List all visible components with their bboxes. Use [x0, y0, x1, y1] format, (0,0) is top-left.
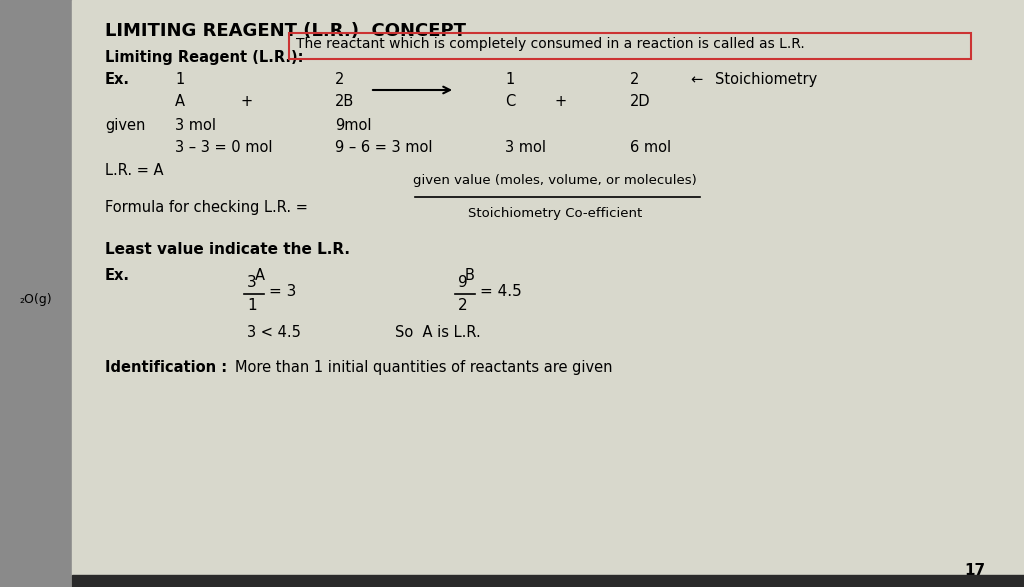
- Text: 9 – 6 = 3 mol: 9 – 6 = 3 mol: [335, 140, 432, 155]
- Text: So  A is L.R.: So A is L.R.: [395, 325, 480, 340]
- Text: +: +: [555, 94, 567, 109]
- Text: 9mol: 9mol: [335, 118, 372, 133]
- Text: 1: 1: [247, 298, 257, 313]
- Text: 9: 9: [458, 275, 468, 290]
- Text: 1: 1: [175, 72, 184, 87]
- Text: 3 – 3 = 0 mol: 3 – 3 = 0 mol: [175, 140, 272, 155]
- Text: Stoichiometry Co-efficient: Stoichiometry Co-efficient: [468, 207, 642, 220]
- Text: ←: ←: [690, 72, 702, 87]
- Text: 3 mol: 3 mol: [505, 140, 546, 155]
- Text: More than 1 initial quantities of reactants are given: More than 1 initial quantities of reacta…: [234, 360, 612, 375]
- Text: = 3: = 3: [269, 285, 296, 299]
- Text: Ex.: Ex.: [105, 268, 130, 283]
- Text: given: given: [105, 118, 145, 133]
- Text: +: +: [240, 94, 252, 109]
- Text: A: A: [255, 268, 265, 283]
- Text: Identification :: Identification :: [105, 360, 227, 375]
- Text: Stoichiometry: Stoichiometry: [715, 72, 817, 87]
- Text: Least value indicate the L.R.: Least value indicate the L.R.: [105, 242, 350, 257]
- Text: 3 < 4.5: 3 < 4.5: [247, 325, 301, 340]
- Text: 2: 2: [630, 72, 639, 87]
- Text: ₂O(g): ₂O(g): [19, 294, 52, 306]
- Text: 3 mol: 3 mol: [175, 118, 216, 133]
- Text: 3: 3: [247, 275, 257, 290]
- Text: A: A: [175, 94, 185, 109]
- Text: L.R. = A: L.R. = A: [105, 163, 164, 178]
- Text: 2D: 2D: [630, 94, 650, 109]
- Text: = 4.5: = 4.5: [480, 285, 522, 299]
- Text: Formula for checking L.R. =: Formula for checking L.R. =: [105, 200, 308, 215]
- Text: 6 mol: 6 mol: [630, 140, 671, 155]
- Text: 2B: 2B: [335, 94, 354, 109]
- Text: Ex.: Ex.: [105, 72, 130, 87]
- Bar: [72, 575, 1024, 587]
- Text: 2: 2: [335, 72, 344, 87]
- Text: 1: 1: [505, 72, 514, 87]
- Text: Limiting Reagent (L.R.):: Limiting Reagent (L.R.):: [105, 50, 303, 65]
- Text: 17: 17: [964, 563, 985, 578]
- Text: B: B: [465, 268, 475, 283]
- Text: LIMITING REAGENT (L.R.)  CONCEPT: LIMITING REAGENT (L.R.) CONCEPT: [105, 22, 466, 40]
- Text: given value (moles, volume, or molecules): given value (moles, volume, or molecules…: [413, 174, 697, 187]
- Bar: [0, 0, 72, 587]
- Text: C: C: [505, 94, 515, 109]
- Text: 2: 2: [458, 298, 468, 313]
- Text: The reactant which is completely consumed in a reaction is called as L.R.: The reactant which is completely consume…: [296, 37, 805, 51]
